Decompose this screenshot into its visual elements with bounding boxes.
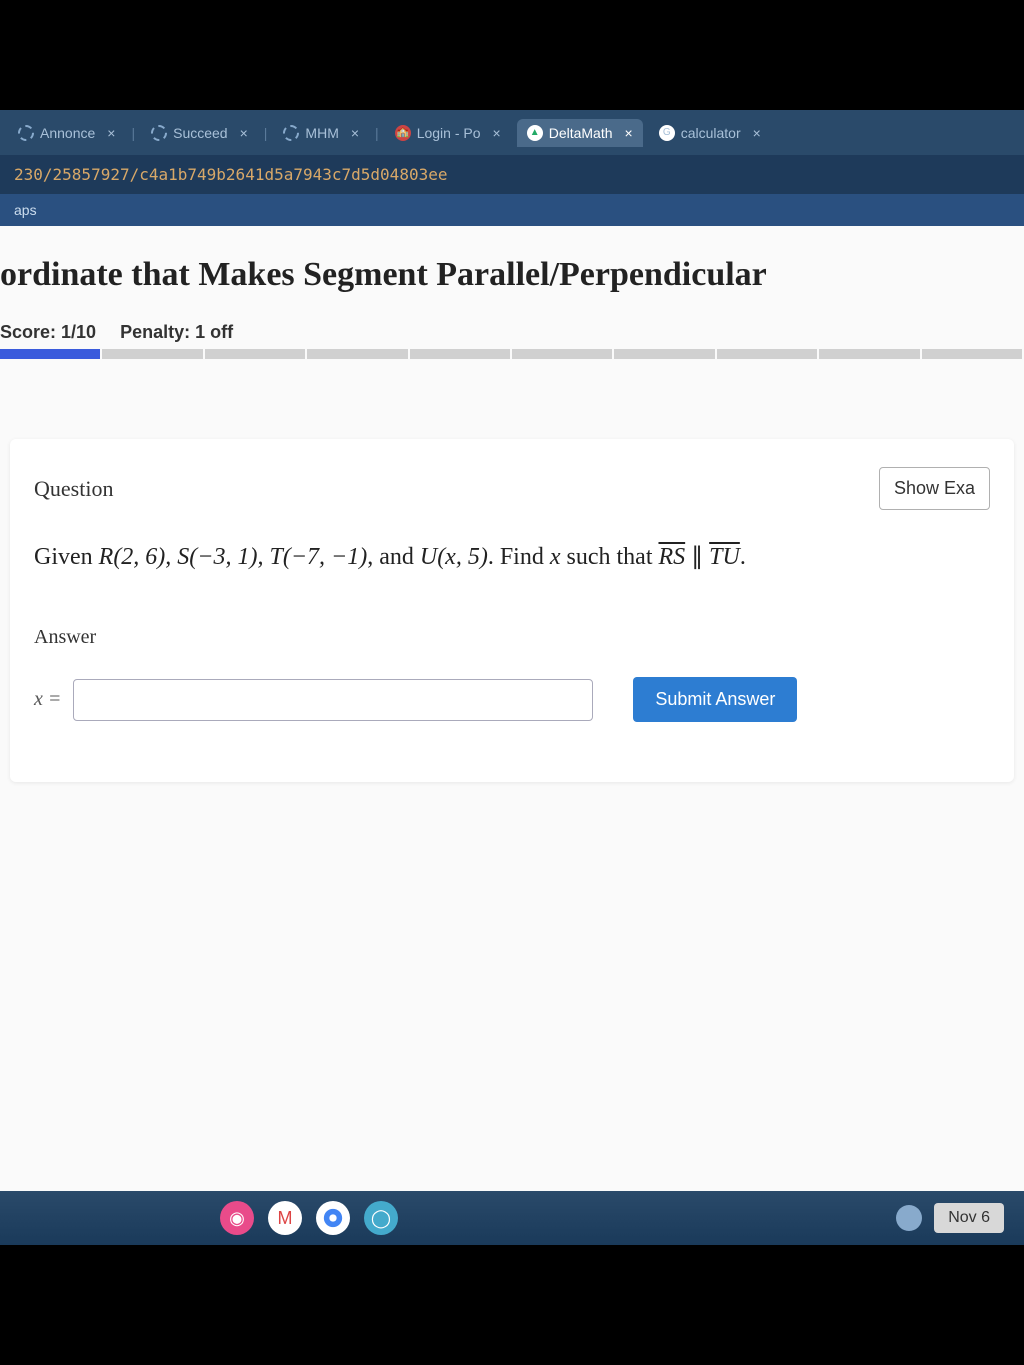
show-examples-button[interactable]: Show Exa xyxy=(879,467,990,510)
equals-label: x = xyxy=(34,688,61,711)
tab-divider: | xyxy=(264,125,268,141)
page-content: ordinate that Makes Segment Parallel/Per… xyxy=(0,226,1024,1205)
progress-segment xyxy=(614,349,716,359)
tab-label: DeltaMath xyxy=(549,125,613,141)
tab-label: MHM xyxy=(305,125,338,141)
progress-segment xyxy=(717,349,819,359)
loading-icon xyxy=(18,125,34,141)
loading-icon xyxy=(151,125,167,141)
close-icon[interactable]: × xyxy=(107,125,115,141)
progress-segment xyxy=(922,349,1024,359)
progress-segment xyxy=(205,349,307,359)
tab-divider: | xyxy=(375,125,379,141)
browser-tab-bar: Annonce × | Succeed × | MHM × | 🏫 Login … xyxy=(0,110,1024,155)
gmail-icon[interactable]: M xyxy=(268,1201,302,1235)
tab-label: Succeed xyxy=(173,125,227,141)
school-icon: 🏫 xyxy=(395,125,411,141)
tab-label: Login - Po xyxy=(417,125,481,141)
tab-divider: | xyxy=(131,125,135,141)
tab-calculator[interactable]: G calculator × xyxy=(649,119,771,147)
close-icon[interactable]: × xyxy=(493,125,501,141)
segment-rs: RS xyxy=(658,544,685,570)
progress-segment xyxy=(819,349,921,359)
question-label: Question xyxy=(34,476,113,502)
answer-input[interactable] xyxy=(73,679,593,721)
problem-prefix: Given xyxy=(34,544,99,570)
bookmarks-bar: aps xyxy=(0,194,1024,226)
progress-segment xyxy=(512,349,614,359)
taskbar-tray: Nov 6 xyxy=(896,1203,1004,1233)
problem-find: . Find xyxy=(488,544,550,570)
problem-end: . xyxy=(740,544,746,570)
segment-tu: TU xyxy=(709,544,740,570)
chrome-icon[interactable] xyxy=(316,1201,350,1235)
score-label: Score: 1/10 xyxy=(0,322,96,343)
submit-button[interactable]: Submit Answer xyxy=(633,677,797,722)
problem-mid: , and xyxy=(367,544,420,570)
deltamath-icon: ▲ xyxy=(527,125,543,141)
date-pill[interactable]: Nov 6 xyxy=(934,1203,1004,1233)
tab-succeed[interactable]: Succeed × xyxy=(141,119,258,147)
score-bar: Score: 1/10 Penalty: 1 off xyxy=(0,322,1024,349)
tab-mhm[interactable]: MHM × xyxy=(273,119,369,147)
progress-segment xyxy=(410,349,512,359)
close-icon[interactable]: × xyxy=(753,125,761,141)
problem-points: R(2, 6), S(−3, 1), T(−7, −1) xyxy=(99,544,368,570)
google-icon: G xyxy=(659,125,675,141)
question-card: Question Show Exa Given R(2, 6), S(−3, 1… xyxy=(10,439,1014,782)
answer-label: Answer xyxy=(34,626,990,649)
loading-icon xyxy=(283,125,299,141)
tab-label: Annonce xyxy=(40,125,95,141)
problem-text: Given R(2, 6), S(−3, 1), T(−7, −1), and … xyxy=(34,538,990,576)
close-icon[interactable]: × xyxy=(625,125,633,141)
page-title: ordinate that Makes Segment Parallel/Per… xyxy=(0,226,1024,322)
taskbar-apps: ◉ M ◯ xyxy=(220,1201,398,1235)
taskbar: ◉ M ◯ Nov 6 xyxy=(0,1191,1024,1245)
parallel-symbol: ∥ xyxy=(685,544,709,570)
tab-deltamath[interactable]: ▲ DeltaMath × xyxy=(517,119,643,147)
url-bar[interactable]: 230/25857927/c4a1b749b2641d5a7943c7d5d04… xyxy=(0,155,1024,194)
problem-u-point: U(x, 5) xyxy=(420,544,488,570)
close-icon[interactable]: × xyxy=(351,125,359,141)
problem-such: such that xyxy=(561,544,659,570)
url-text: 230/25857927/c4a1b749b2641d5a7943c7d5d04… xyxy=(14,165,447,184)
close-icon[interactable]: × xyxy=(240,125,248,141)
progress-segment xyxy=(307,349,409,359)
progress-bar xyxy=(0,349,1024,399)
answer-row: x = Submit Answer xyxy=(34,677,990,722)
tab-login[interactable]: 🏫 Login - Po × xyxy=(385,119,511,147)
tab-label: calculator xyxy=(681,125,741,141)
tab-annonce[interactable]: Annonce × xyxy=(8,119,125,147)
progress-segment xyxy=(102,349,204,359)
tray-icon[interactable] xyxy=(896,1205,922,1231)
app-icon[interactable]: ◉ xyxy=(220,1201,254,1235)
progress-segment xyxy=(0,349,102,359)
bookmark-item[interactable]: aps xyxy=(14,202,37,218)
penalty-label: Penalty: 1 off xyxy=(120,322,233,343)
problem-var: x xyxy=(550,544,561,570)
messages-icon[interactable]: ◯ xyxy=(364,1201,398,1235)
